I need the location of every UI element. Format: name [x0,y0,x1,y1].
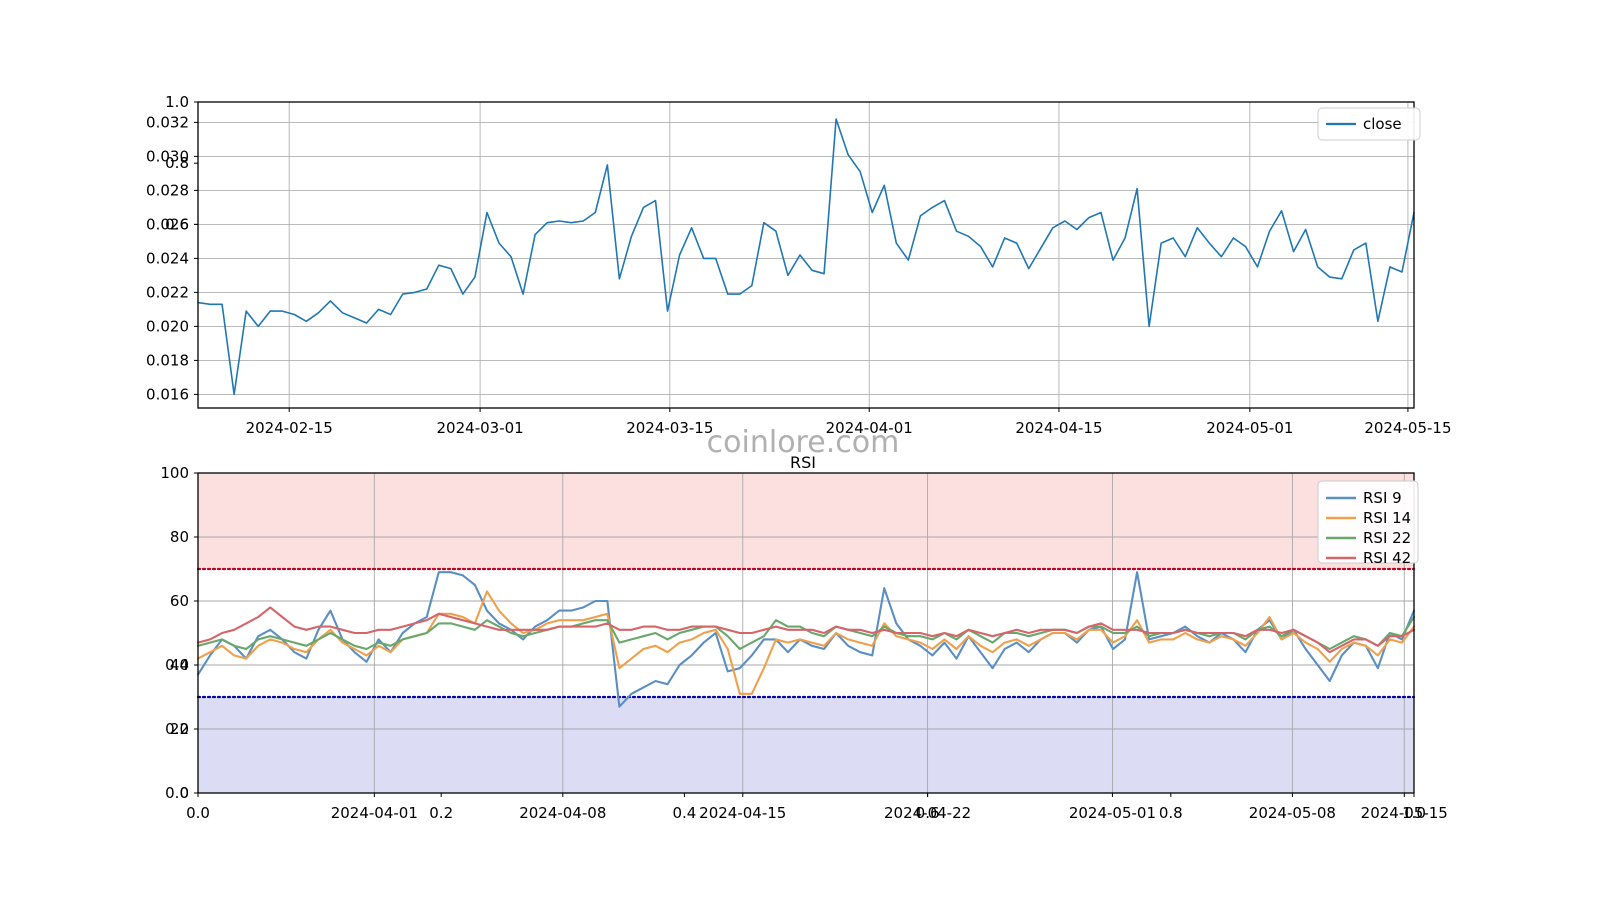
price-y-tick-label: 0.030 [146,147,189,165]
rsi-y-tick-label: 40 [170,656,189,674]
price-legend-label-close: close [1363,115,1402,133]
rsi-x-tick-label: 2024-04-15 [699,804,786,822]
watermark-text: coinlore.com [707,425,900,460]
price-y-tick-label: 0.016 [146,385,189,403]
rsi-x-tick-label-secondary: 0.0 [186,804,210,822]
rsi-x-tick-label-secondary: 1.0 [1402,804,1426,822]
price-y-tick-label: 0.032 [146,113,189,131]
rsi-y-tick-label: 60 [170,592,189,610]
rsi-line-rsi-42 [196,606,1416,654]
rsi-legend-items: RSI 9 RSI 14 RSI 22 RSI 42 [1326,489,1411,567]
price-series-group [197,118,1415,396]
price-panel: 0.016 0.018 0.020 0.022 0.024 0.026 0.028 0.030… [146,93,1451,437]
price-y-tick-label: 0.028 [146,181,189,199]
price-x-tick-label: 2024-04-01 [826,419,913,437]
rsi-x-tick-label: 2024-05-08 [1249,804,1336,822]
price-y-tick-label: 0.026 [146,215,189,233]
rsi-y-tick-labels-secondary: 0.0 0.2 0.4 [165,656,198,802]
rsi-x-tick-label-secondary: 0.8 [1159,804,1183,822]
price-y-tick-labels: 0.016 0.018 0.020 0.022 0.024 0.026 0.028 0.030… [146,113,198,403]
rsi-y-tick-labels: 0 20 40 60 80 100 [160,464,198,802]
price-x-tick-labels: 2024-02-15 2024-03-01 2024-03-15 2024-04-01… [246,408,1452,437]
price-y-tick-label-secondary: 0.8 [165,154,189,172]
rsi-y-tick-label: 20 [170,720,189,738]
price-y-tick-label: 0.018 [146,351,189,369]
price-line-close [197,118,1415,396]
rsi-legend-label-rsi-42: RSI 42 [1363,549,1411,567]
rsi-x-tick-label-secondary: 0.6 [916,804,940,822]
rsi-series-group [196,571,1416,708]
price-x-tick-label: 2024-03-01 [437,419,524,437]
rsi-y-tick-label-secondary: 0.4 [165,656,189,674]
price-x-tick-label: 2024-05-01 [1206,419,1293,437]
rsi-x-tick-label: 2024-04-22 [884,804,971,822]
rsi-band [198,473,1414,569]
price-legend[interactable]: close [1317,107,1421,141]
price-y-tick-label-secondary: 0.6 [165,215,189,233]
rsi-legend-box [1317,480,1419,564]
price-y-tick-label: 0.024 [146,249,189,267]
rsi-y-tick-label: 100 [160,464,189,482]
rsi-legend-label-rsi-9: RSI 9 [1363,489,1402,507]
price-y-tick-label: 0.022 [146,283,189,301]
price-x-tick-label: 2024-04-15 [1015,419,1102,437]
rsi-x-tick-label: 2024-04-01 [331,804,418,822]
price-legend-box [1317,107,1421,141]
rsi-x-tick-label-secondary: 0.2 [429,804,453,822]
rsi-panel-title: RSI [790,453,816,472]
price-y-tick-label: 0.020 [146,317,189,335]
rsi-y-tick-label: 80 [170,528,189,546]
rsi-x-tick-labels: 2024-04-01 2024-04-08 2024-04-15 2024-04-22… [331,793,1448,822]
rsi-x-tick-label-secondary: 0.4 [672,804,696,822]
rsi-threshold-bands [198,473,1414,793]
rsi-legend-label-rsi-22: RSI 22 [1363,529,1411,547]
rsi-y-tick-label-secondary: 0.0 [165,784,189,802]
price-axes-frame [197,101,1415,409]
price-x-tick-label: 2024-03-15 [626,419,713,437]
price-y-tick-label-secondary: 1.0 [165,93,189,111]
rsi-x-tick-label: 2024-05-15 [1361,804,1448,822]
rsi-y-tick-label-secondary: 0.2 [165,720,189,738]
rsi-band [198,697,1414,793]
rsi-legend[interactable]: RSI 9 RSI 14 RSI 22 RSI 42 [1317,480,1419,567]
rsi-legend-label-rsi-14: RSI 14 [1363,509,1411,527]
price-x-tick-label: 2024-05-15 [1364,419,1451,437]
rsi-y-tick-label: 0 [179,784,189,802]
price-plot-background [198,102,1414,408]
price-y-tick-labels-secondary: 0.6 0.8 1.0 [165,93,198,233]
price-x-tick-label: 2024-02-15 [246,419,333,437]
rsi-threshold-lines [196,567,1416,699]
rsi-x-tick-label: 2024-04-08 [519,804,606,822]
rsi-x-tick-label: 2024-05-01 [1069,804,1156,822]
rsi-axes-frame [197,472,1415,794]
rsi-x-tick-labels-secondary: 0.0 0.2 0.4 0.6 0.8 1.0 [186,793,1426,822]
